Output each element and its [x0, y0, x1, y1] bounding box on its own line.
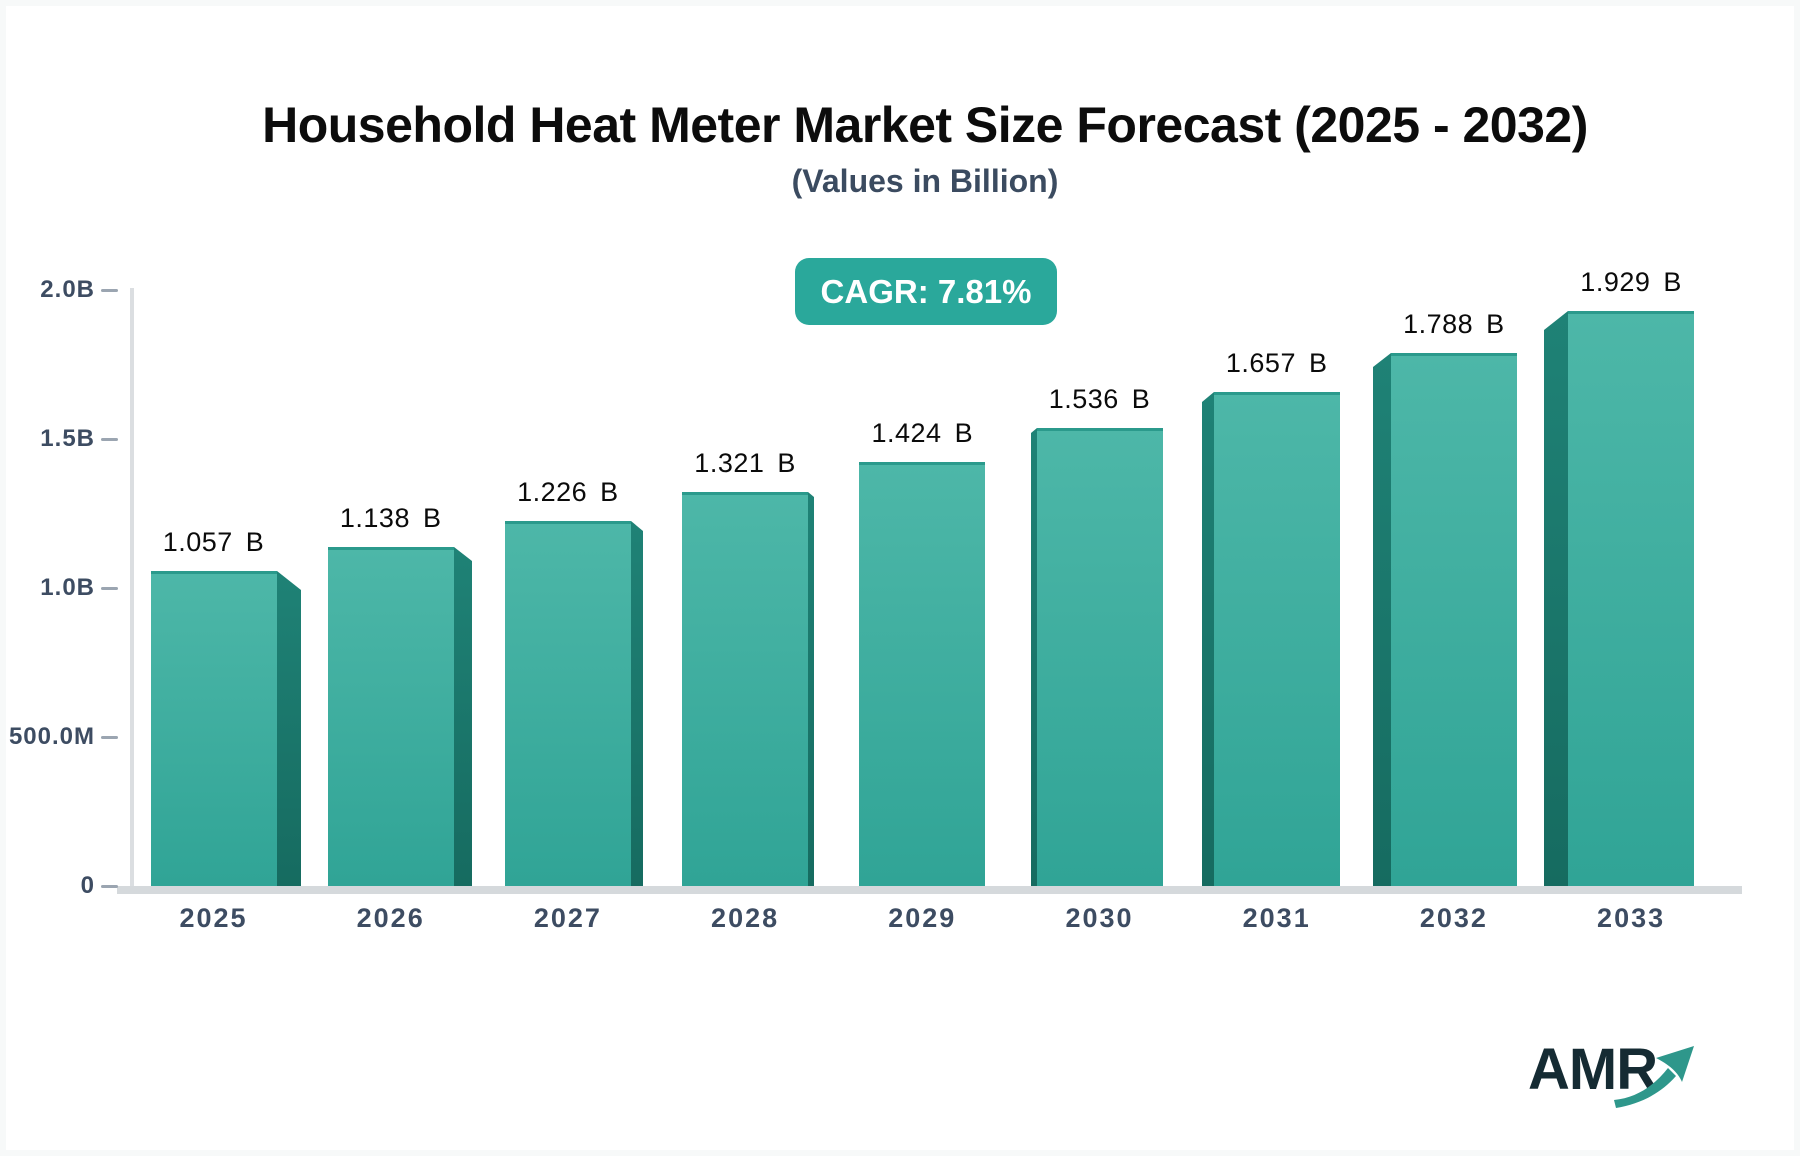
x-axis-label-2031: 2031 — [1242, 903, 1311, 933]
bar-3d-side-2027 — [631, 521, 643, 886]
bar-2029 — [859, 462, 985, 886]
bar-value-label-2030: 1.536 B — [1048, 384, 1151, 414]
bar-2032 — [1391, 353, 1517, 886]
bar-value-label-2028: 1.321 B — [694, 448, 796, 478]
bar-value-label-2027: 1.226 B — [517, 477, 619, 507]
bar-value-label-2033: 1.929 B — [1580, 267, 1682, 297]
x-axis-label-2026: 2026 — [356, 903, 425, 933]
bar-3d-side-2030 — [1031, 428, 1037, 886]
y-axis-tick-mark — [101, 587, 118, 590]
bar-2033 — [1568, 311, 1694, 886]
y-axis-tick-mark — [101, 885, 118, 888]
y-axis-tick-label: 2.0B — [40, 276, 95, 303]
x-axis-baseline — [117, 886, 1742, 894]
y-axis-line — [130, 288, 134, 886]
bar-3d-side-2026 — [454, 547, 472, 886]
bar-value-label-2025: 1.057 B — [162, 527, 265, 557]
bar-3d-side-2033 — [1544, 311, 1568, 886]
amr-logo: AMR — [1528, 1036, 1728, 1126]
bar-3d-side-2032 — [1373, 353, 1391, 886]
x-axis-label-2028: 2028 — [711, 903, 780, 933]
x-axis-label-2033: 2033 — [1597, 903, 1666, 933]
y-axis-tick-label: 500.0M — [8, 723, 95, 750]
chart-title: Household Heat Meter Market Size Forecas… — [262, 97, 1588, 153]
y-axis-tick-label: 1.5B — [40, 425, 95, 452]
bar-2026 — [328, 547, 454, 886]
x-axis-label-2027: 2027 — [533, 903, 602, 933]
bar-3d-side-2028 — [808, 492, 814, 886]
x-axis-label-2025: 2025 — [179, 903, 248, 933]
bar-2025 — [151, 571, 277, 886]
x-axis-label-2030: 2030 — [1065, 903, 1134, 933]
growth-arrow-icon — [1614, 1046, 1694, 1108]
amr-logo-text: AMR — [1528, 1037, 1658, 1102]
y-axis-tick-mark — [101, 736, 118, 739]
bar-value-label-2031: 1.657 B — [1225, 348, 1328, 378]
bar-2027 — [505, 521, 631, 886]
x-axis-label-2029: 2029 — [888, 903, 957, 933]
bar-value-label-2029: 1.424 B — [871, 418, 974, 448]
bar-3d-side-2031 — [1202, 392, 1214, 886]
y-axis-tick-label: 0 — [80, 872, 95, 899]
chart-subtitle: (Values in Billion) — [791, 163, 1059, 199]
bar-value-label-2026: 1.138 B — [339, 503, 442, 533]
cagr-badge: CAGR: 7.81% — [795, 258, 1057, 325]
x-axis-label-2032: 2032 — [1419, 903, 1488, 933]
bar-2031 — [1214, 392, 1340, 886]
bar-value-label-2032: 1.788 B — [1403, 309, 1505, 339]
bar-3d-side-2025 — [277, 571, 301, 886]
y-axis-tick-label: 1.0B — [40, 574, 95, 601]
bar-2030 — [1037, 428, 1163, 886]
y-axis-tick-mark — [101, 289, 118, 292]
bar-2028 — [682, 492, 808, 886]
y-axis-tick-mark — [101, 438, 118, 441]
